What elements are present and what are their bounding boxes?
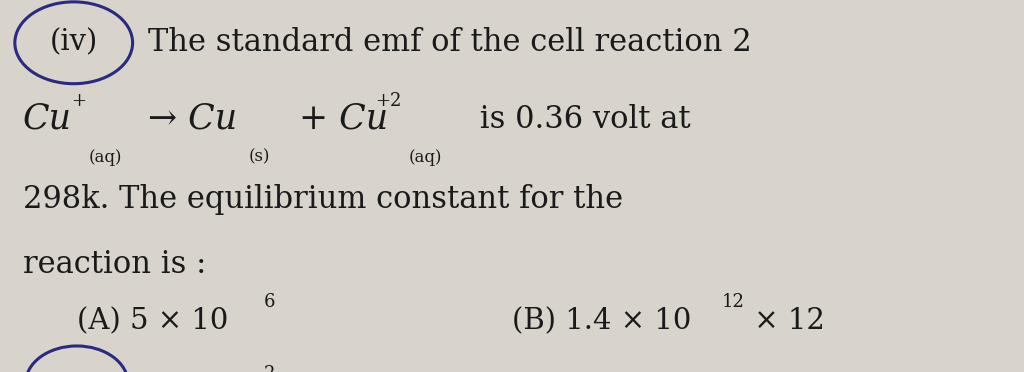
Text: (s): (s) <box>249 149 270 166</box>
Text: + Cu: + Cu <box>288 101 388 135</box>
Text: +2: +2 <box>375 92 401 110</box>
Text: (aq): (aq) <box>89 149 123 166</box>
Text: 6: 6 <box>264 293 275 311</box>
Text: × 12: × 12 <box>745 307 825 335</box>
Text: is 0.36 volt at: is 0.36 volt at <box>470 104 690 135</box>
Text: → Cu: → Cu <box>148 101 238 135</box>
Text: (iv): (iv) <box>49 29 98 57</box>
Text: (aq): (aq) <box>409 149 442 166</box>
Text: 298k. The equilibrium constant for the: 298k. The equilibrium constant for the <box>23 184 623 215</box>
Text: Cu: Cu <box>23 101 72 135</box>
Text: 2: 2 <box>264 365 275 372</box>
Text: (A) 5 × 10: (A) 5 × 10 <box>77 307 228 335</box>
Text: The standard emf of the cell reaction 2: The standard emf of the cell reaction 2 <box>148 27 753 58</box>
Text: (B) 1.4 × 10: (B) 1.4 × 10 <box>512 307 691 335</box>
Text: reaction is :: reaction is : <box>23 249 206 280</box>
Text: +: + <box>71 92 86 110</box>
Text: 12: 12 <box>722 293 744 311</box>
